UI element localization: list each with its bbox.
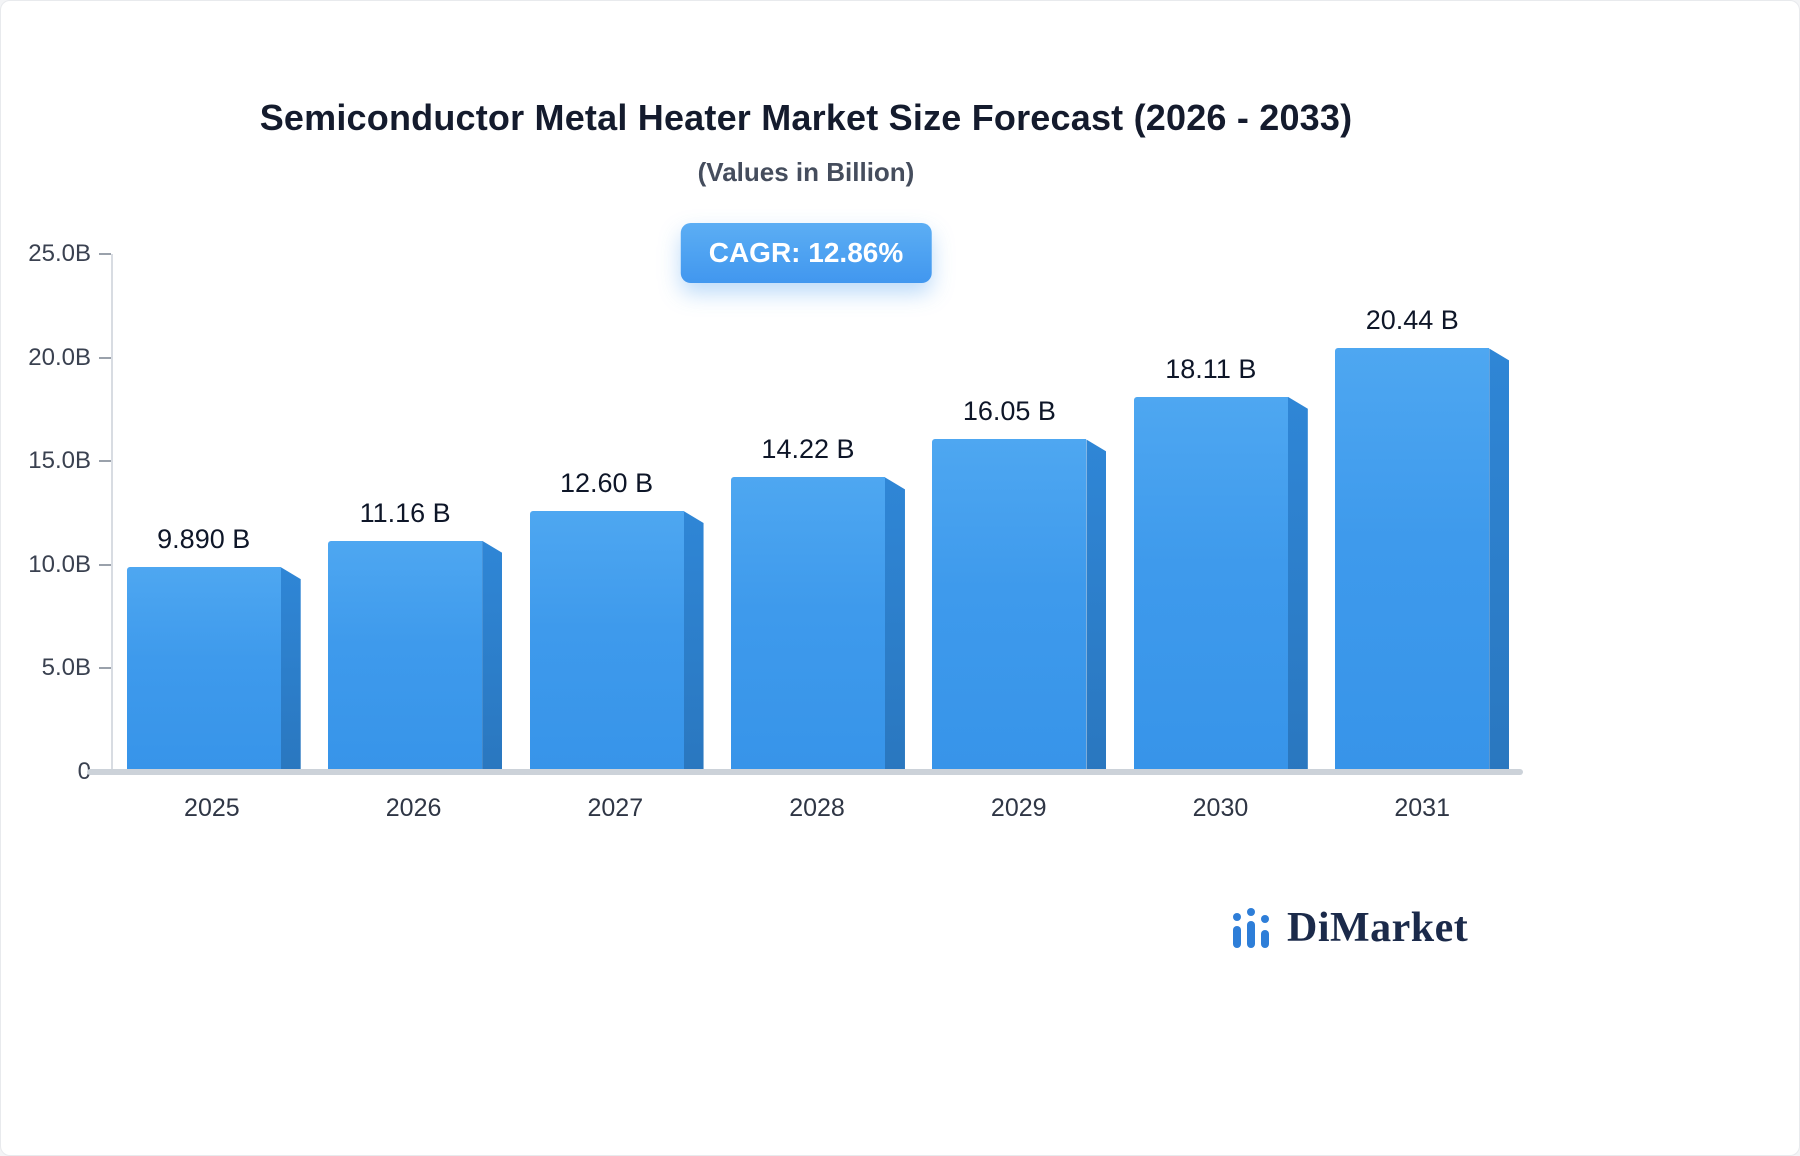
brand-name: DiMarket	[1287, 905, 1469, 951]
y-tick-label: 0	[77, 758, 91, 785]
bar-2028: 14.22 B	[730, 434, 905, 772]
y-tick: 20.0B	[28, 343, 111, 373]
y-tick: 10.0B	[28, 550, 111, 580]
plot-area: 9.890 B 11.16 B 12.60 B 14.22 B 16.05 B 18.11…	[87, 254, 1523, 775]
bar-2030: 18.11 B	[1133, 354, 1308, 772]
bar-face	[1335, 348, 1490, 772]
bar-value-label: 18.11 B	[1165, 353, 1257, 384]
bar-2026: 11.16 B	[328, 498, 503, 772]
bar-face	[126, 567, 281, 772]
x-axis-label: 2030	[1192, 794, 1249, 822]
y-axis: 25.0B 20.0B 15.0B 10.0B 5.0B 0	[23, 240, 111, 785]
bar-column: 20.44 B	[1322, 254, 1523, 772]
bar-value-label: 20.44 B	[1365, 305, 1459, 336]
bar-value-label: 11.16 B	[359, 497, 451, 528]
bar-side	[683, 510, 704, 772]
bar-face	[730, 477, 885, 772]
y-tick-mark	[99, 356, 111, 359]
x-axis-label: 2026	[385, 794, 442, 822]
bar-face	[1133, 396, 1288, 772]
bar-value-label: 9.890 B	[157, 524, 251, 555]
bar-chart-logo-icon	[1233, 908, 1269, 948]
bars-container: 9.890 B 11.16 B 12.60 B 14.22 B 16.05 B 18.11…	[113, 254, 1523, 772]
bar-side	[1489, 348, 1510, 772]
bar-value-label: 16.05 B	[962, 396, 1056, 427]
bar-chart: 25.0B 20.0B 15.0B 10.0B 5.0B 0 9.890 B 11.16 B…	[23, 240, 1523, 874]
bar-face	[328, 540, 483, 772]
bar-2029: 16.05 B	[932, 396, 1107, 772]
y-tick-label: 25.0B	[28, 240, 91, 267]
y-tick-mark	[99, 667, 111, 670]
x-axis-label: 2027	[587, 794, 644, 822]
y-tick: 5.0B	[42, 653, 111, 683]
bar-2031: 20.44 B	[1335, 305, 1510, 772]
bar-value-label: 12.60 B	[560, 467, 654, 498]
bar-column: 18.11 B	[1120, 254, 1321, 772]
chart-subtitle: (Values in Billion)	[697, 157, 915, 187]
bar-face	[529, 510, 684, 772]
brand-logo: DiMarket	[1227, 904, 1468, 952]
y-tick-label: 15.0B	[28, 447, 91, 475]
bar-2027: 12.60 B	[529, 468, 704, 772]
bar-2025: 9.890 B	[126, 524, 301, 772]
bar-column: 9.890 B	[113, 254, 314, 772]
y-tick-label: 20.0B	[28, 343, 91, 371]
bar-value-label: 14.22 B	[761, 434, 855, 465]
bar-side	[884, 477, 905, 772]
x-axis-label: 2025	[184, 794, 240, 822]
x-axis-label: 2031	[1394, 794, 1450, 822]
x-axis-labels: 2025 2026 2027 2028 2029 2030 2031	[111, 794, 1523, 823]
y-tick-mark	[99, 253, 111, 255]
bar-column: 14.22 B	[717, 254, 918, 772]
y-tick-label: 10.0B	[28, 550, 91, 578]
bar-face	[932, 439, 1087, 772]
x-axis-label: 2028	[789, 794, 845, 822]
bar-side	[482, 540, 503, 772]
chart-header: Semiconductor Metal Heater Market Size F…	[1, 1, 1611, 188]
chart-title: Semiconductor Metal Heater Market Size F…	[259, 97, 1353, 138]
y-tick: 25.0B	[28, 239, 111, 269]
y-tick: 15.0B	[28, 446, 111, 476]
y-tick-mark	[99, 563, 111, 566]
bar-column: 12.60 B	[516, 254, 717, 772]
x-axis-label: 2029	[990, 794, 1047, 822]
cagr-badge: CAGR: 12.86%	[680, 223, 932, 283]
x-axis-line	[87, 769, 1523, 775]
bar-side	[1086, 439, 1107, 772]
bar-column: 11.16 B	[314, 254, 515, 772]
bar-column: 16.05 B	[919, 254, 1120, 772]
y-tick-mark	[99, 460, 111, 463]
bar-side	[280, 567, 301, 772]
bar-side	[1287, 396, 1308, 772]
y-tick-label: 5.0B	[41, 654, 91, 682]
